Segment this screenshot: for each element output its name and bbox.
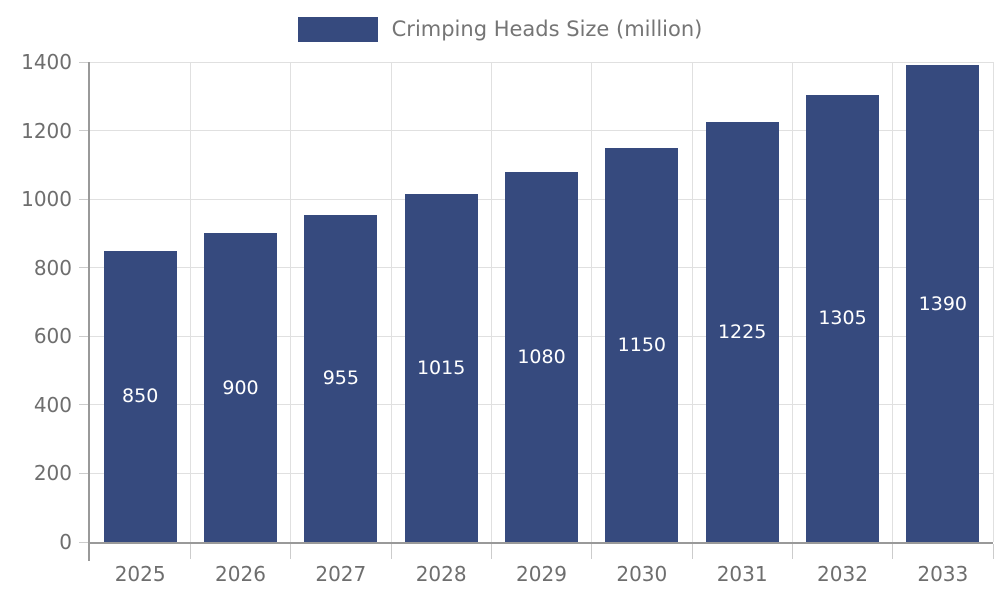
y-axis-tick: [79, 61, 89, 63]
y-gridline: [90, 130, 993, 132]
x-axis-line: [88, 542, 993, 544]
y-axis-tick: [79, 541, 89, 543]
bar: [304, 214, 378, 542]
legend-label: Crimping Heads Size (million): [391, 17, 703, 41]
bar-value-label: 955: [322, 367, 359, 390]
y-axis-tick: [79, 404, 89, 406]
y-axis-label: 200: [33, 461, 72, 486]
x-axis-tick: [490, 544, 492, 559]
x-gridline: [189, 62, 191, 542]
x-axis-tick: [691, 544, 693, 559]
bar-value-label: 1390: [918, 292, 967, 315]
bar: [605, 147, 679, 542]
x-gridline: [591, 62, 593, 542]
x-axis-tick: [992, 544, 994, 559]
x-axis-label: 2030: [616, 562, 668, 586]
x-axis-tick: [791, 544, 793, 559]
bar-value-label: 1305: [818, 307, 867, 330]
x-gridline: [490, 62, 492, 542]
x-axis-label: 2032: [817, 562, 868, 586]
x-gridline: [290, 62, 292, 542]
bar-value-label: 1225: [717, 321, 767, 343]
y-axis-tick: [79, 130, 89, 132]
x-axis-tick: [892, 544, 894, 559]
legend-swatch: [297, 17, 378, 42]
y-axis-label: 0: [59, 530, 72, 554]
y-gridline: [90, 61, 993, 63]
x-axis-label: 2026: [215, 562, 266, 586]
x-axis-label: 2033: [917, 562, 969, 586]
x-gridline: [691, 62, 693, 542]
y-axis-line: [88, 62, 90, 561]
bar-value-label: 1150: [617, 333, 666, 356]
y-axis-tick: [79, 198, 89, 200]
x-gridline: [390, 62, 392, 542]
x-axis-label: 2027: [315, 562, 367, 586]
bar-value-label: 850: [122, 385, 159, 408]
y-axis-tick: [79, 472, 89, 474]
x-axis-tick: [390, 544, 392, 559]
x-gridline: [892, 62, 894, 542]
x-axis-label: 2031: [716, 562, 768, 586]
y-axis-tick: [79, 335, 89, 337]
x-gridline: [791, 62, 793, 542]
x-axis-tick: [189, 544, 191, 559]
x-axis-label: 2025: [114, 562, 166, 586]
bar-value-label: 900: [222, 376, 259, 399]
bar: [103, 250, 177, 542]
bar: [204, 233, 277, 542]
x-gridline: [992, 62, 994, 542]
x-axis-tick: [290, 544, 292, 559]
bar-value-label: 1080: [517, 345, 566, 368]
legend: Crimping Heads Size (million): [0, 17, 1000, 42]
x-axis-label: 2029: [516, 562, 567, 586]
y-axis-label: 1200: [21, 118, 72, 143]
bar: [906, 65, 980, 542]
y-axis-label: 800: [33, 255, 72, 280]
bar: [705, 122, 779, 542]
bar: [505, 171, 578, 542]
x-axis-label: 2028: [415, 562, 467, 586]
x-axis-tick: [591, 544, 593, 559]
y-axis-label: 1000: [21, 187, 72, 212]
y-axis-label: 600: [33, 324, 72, 349]
y-axis-label: 400: [33, 392, 72, 417]
y-axis-tick: [79, 267, 89, 269]
y-axis-label: 1400: [21, 50, 72, 74]
bar: [806, 94, 879, 542]
bar-value-label: 1015: [416, 357, 466, 379]
bar: [404, 194, 478, 542]
